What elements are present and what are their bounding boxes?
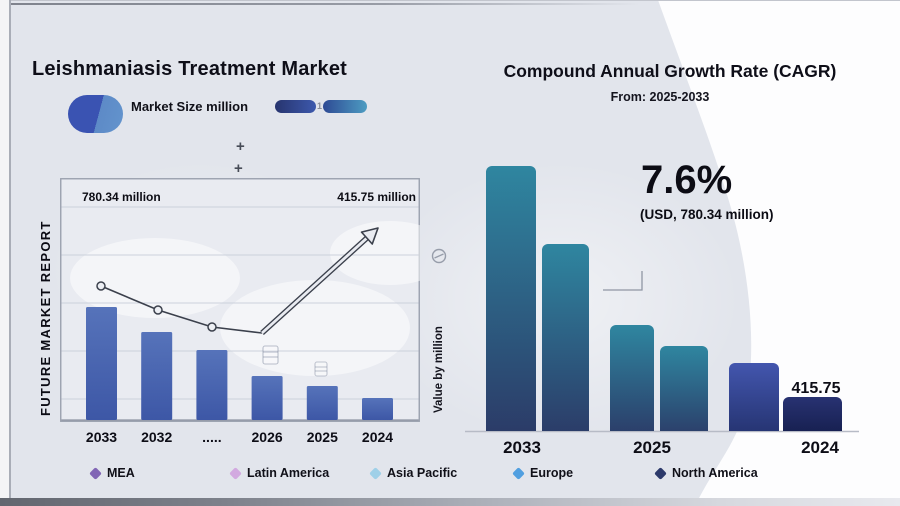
decor-cloud [220, 280, 410, 376]
bar-..... [196, 350, 228, 420]
value-label: 415.75 [792, 380, 841, 397]
bar-2026 [251, 376, 283, 420]
capsule-icon [68, 95, 123, 133]
bar-2025-2 [660, 346, 708, 431]
trend-marker [153, 305, 163, 315]
cagr-subtitle: From: 2025-2033 [610, 90, 710, 104]
page-title: Leishmaniasis Treatment Market [32, 58, 348, 80]
bar-2024-2 [783, 397, 842, 431]
decor-cloud [330, 221, 420, 285]
wedge-shape [658, 0, 900, 506]
trend-marker [96, 281, 106, 291]
bar-2024-1 [729, 363, 779, 431]
bar-2025 [306, 386, 338, 420]
bar-2032 [141, 332, 173, 420]
market-size-chart: 2033 2032..... 2026 2025 2024 [60, 178, 420, 445]
trend-line [100, 285, 263, 334]
bar-2033-2 [542, 244, 589, 431]
trend-arrow-head [360, 227, 379, 245]
frame-top [0, 3, 640, 5]
bar-2033-1 [486, 166, 536, 431]
plus-decor-icon: + [234, 160, 243, 177]
cagr-detail: (USD, 780.34 million) [640, 207, 774, 222]
legend-label: Europe [530, 466, 574, 480]
decor-bracket [603, 271, 643, 291]
cagr-value: 7.6% [641, 158, 733, 202]
bar-2024 [362, 398, 393, 420]
y-axis-label: Value by million [433, 326, 445, 413]
circle-slash-icon [431, 248, 447, 264]
chart-annotation-left: 780.34 million [82, 190, 161, 204]
x-tick-label: 2026 [252, 429, 283, 445]
legend-label: Latin America [247, 466, 330, 480]
x-tick-label: 2032 [141, 429, 172, 445]
cagr-title: Compound Annual Growth Rate (CAGR) [503, 61, 837, 81]
x-tick-label: ..... [202, 429, 221, 445]
cagr-chart: 2033 2025 2024 415.75 [465, 166, 859, 457]
plus-decor-icon: + [236, 138, 245, 155]
document-icon [262, 345, 279, 365]
x-tick-label: 2025 [633, 438, 671, 457]
trend-arrow-shaft-inner [261, 235, 370, 335]
x-tick-label: 2024 [362, 429, 393, 445]
frame-left-line [9, 0, 11, 506]
legend-label: MEA [107, 466, 135, 480]
x-tick-label: 2025 [307, 429, 338, 445]
pill-separator: 1 [317, 101, 323, 111]
chart-annotation-right: 415.75 million [337, 190, 416, 204]
x-tick-label: 2024 [801, 438, 839, 457]
brand-watermark: FUTURE MARKET REPORT [38, 220, 53, 416]
series-badge-label: Market Size million [131, 99, 249, 114]
x-tick-label: 2033 [86, 429, 117, 445]
pill-icon-dark [275, 100, 316, 113]
x-tick-label: 2033 [503, 438, 541, 457]
bar-2033 [86, 307, 117, 420]
trend-marker [207, 322, 217, 332]
legend-label: Asia Pacific [387, 466, 458, 480]
frame-top-thin [0, 0, 900, 1]
legend-label: North America [672, 466, 758, 480]
document-icon [314, 361, 328, 377]
bar-2025-1 [610, 325, 654, 431]
decor-cloud [70, 238, 240, 318]
pill-icon-light [323, 100, 367, 113]
frame-bottom [0, 498, 900, 506]
frame-left [0, 0, 9, 506]
